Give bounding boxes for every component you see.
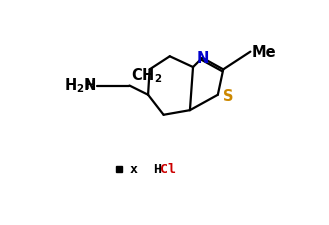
Text: H: H [85,79,96,92]
Text: Cl: Cl [160,163,176,176]
Text: N: N [197,51,209,66]
Text: Me: Me [252,45,277,60]
Text: $\mathregular{H_2N}$: $\mathregular{H_2N}$ [64,76,97,95]
Text: H: H [154,163,162,176]
Text: $\mathregular{CH_2}$: $\mathregular{CH_2}$ [131,66,162,85]
Text: S: S [223,89,234,104]
Text: x: x [130,163,138,176]
